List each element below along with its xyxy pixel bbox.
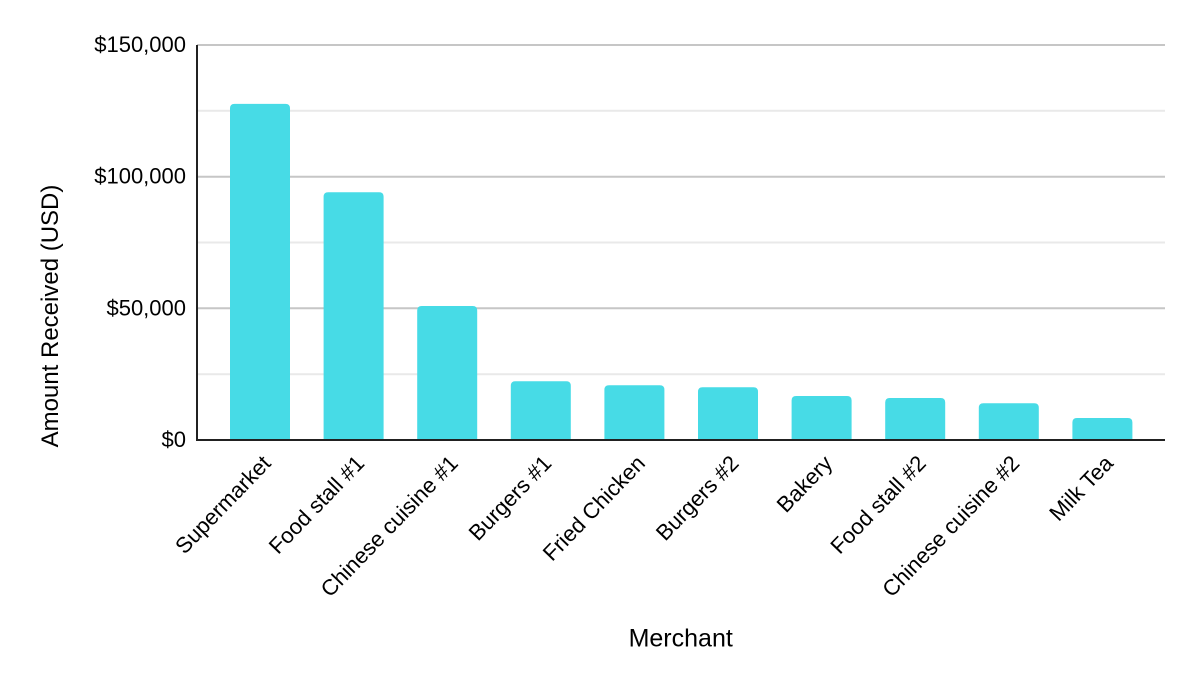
svg-text:Amount Received (USD): Amount Received (USD) bbox=[37, 185, 64, 448]
svg-text:$100,000: $100,000 bbox=[94, 164, 186, 189]
svg-text:Merchant: Merchant bbox=[629, 624, 733, 652]
svg-text:$0: $0 bbox=[162, 427, 186, 452]
svg-text:$50,000: $50,000 bbox=[106, 295, 186, 320]
svg-text:$150,000: $150,000 bbox=[94, 32, 186, 57]
